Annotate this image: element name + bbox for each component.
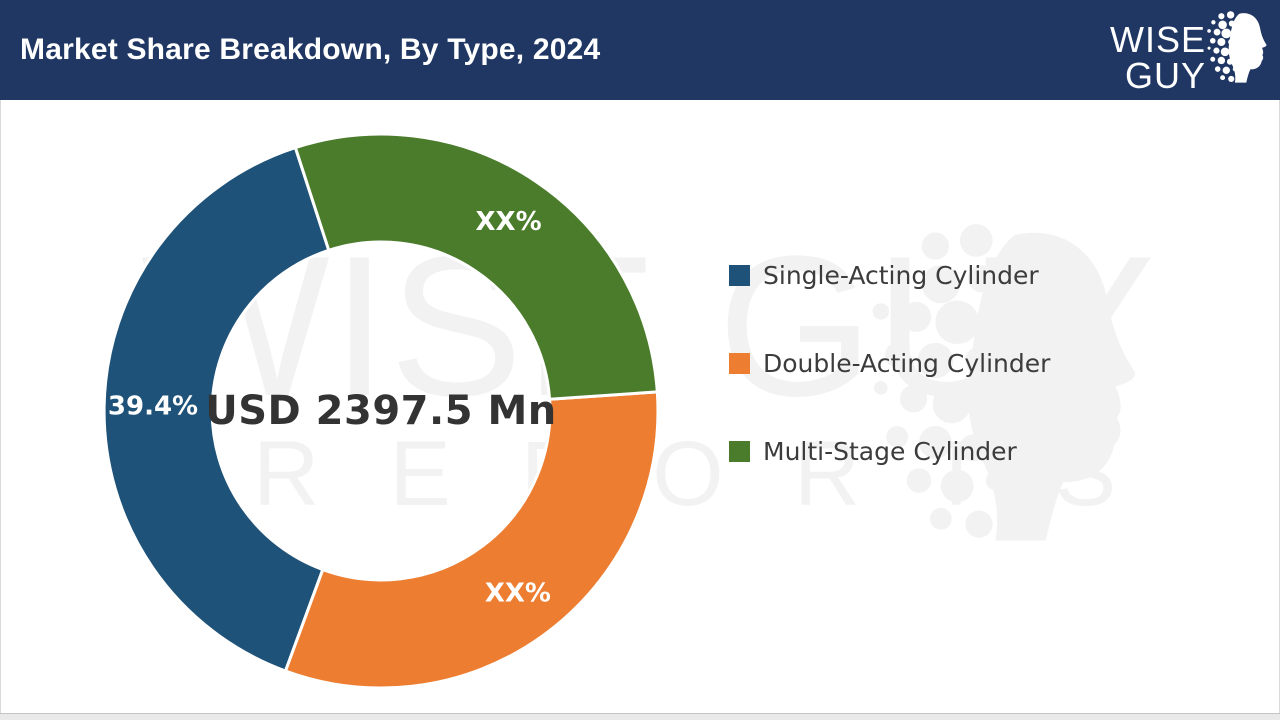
donut-slice-1: [284, 390, 660, 690]
donut-chart: 39.4% XX% XX%: [102, 132, 660, 690]
donut-slice-0: [102, 146, 331, 673]
wise-guy-head-icon: [1207, 11, 1267, 83]
slice-label-2: XX%: [476, 207, 542, 237]
center-value: USD 2397.5 Mn: [205, 388, 557, 434]
legend-label: Multi-Stage Cylinder: [763, 436, 1017, 466]
legend-item-double-acting: Double-Acting Cylinder: [729, 347, 1050, 379]
legend-item-multi-stage: Multi-Stage Cylinder: [729, 435, 1050, 467]
legend-swatch-multi-stage: [729, 440, 750, 462]
header-bar: Market Share Breakdown, By Type, 2024 WI…: [0, 0, 1280, 113]
legend: Single-Acting Cylinder Double-Acting Cyl…: [729, 259, 1050, 467]
legend-label: Double-Acting Cylinder: [763, 348, 1051, 378]
logo-wordmark: WISE GUY: [1109, 19, 1206, 96]
donut-slice-2: [293, 132, 659, 401]
slice-label-0: 39.4%: [108, 392, 198, 422]
slice-label-1: XX%: [485, 578, 551, 608]
legend-swatch-double-acting: [729, 352, 750, 374]
legend-swatch-single-acting: [729, 264, 750, 286]
legend-item-single-acting: Single-Acting Cylinder: [729, 259, 1050, 291]
page-title: Market Share Breakdown, By Type, 2024: [20, 33, 601, 66]
legend-label: Single-Acting Cylinder: [763, 260, 1039, 290]
chart-area: WISE GUY REPORTS 39.4% XX% XX% USD 2397.5 …: [0, 100, 1280, 713]
wise-guy-logo: WISE GUY REPORTS: [1036, 8, 1272, 113]
bottom-edge-strip: [0, 713, 1280, 720]
